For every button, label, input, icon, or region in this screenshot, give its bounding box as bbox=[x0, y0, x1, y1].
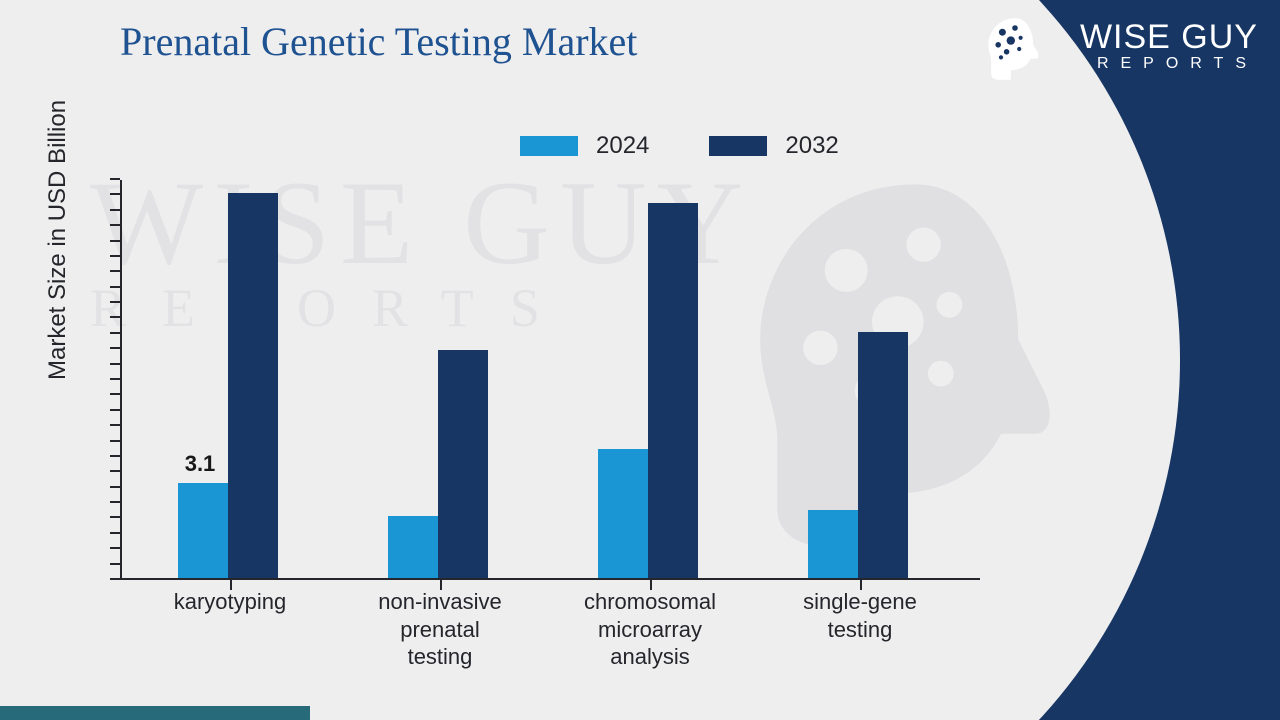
logo-text: WISE GUY REPORTS bbox=[1080, 18, 1258, 73]
y-axis-tick bbox=[110, 178, 120, 180]
legend-label-2032: 2032 bbox=[785, 132, 838, 160]
y-axis-tick bbox=[110, 316, 120, 318]
category-label: non-invasiveprenataltesting bbox=[350, 588, 530, 671]
logo-head-icon bbox=[980, 14, 1050, 84]
y-axis-tick bbox=[110, 547, 120, 549]
y-axis-tick bbox=[110, 209, 120, 211]
legend: 2024 2032 bbox=[520, 132, 839, 160]
y-axis-tick bbox=[110, 332, 120, 334]
bar-2032 bbox=[648, 203, 698, 578]
y-axis-tick bbox=[110, 255, 120, 257]
x-axis-line bbox=[120, 578, 980, 580]
legend-item-2024: 2024 bbox=[520, 132, 649, 160]
category-label: karyotyping bbox=[150, 588, 310, 616]
y-axis-tick bbox=[110, 193, 120, 195]
y-axis-tick bbox=[110, 516, 120, 518]
chart-title: Prenatal Genetic Testing Market bbox=[120, 18, 637, 65]
y-axis-tick bbox=[110, 424, 120, 426]
legend-swatch-2024 bbox=[520, 136, 578, 156]
bar-2024 bbox=[388, 516, 438, 578]
y-axis-tick bbox=[110, 347, 120, 349]
y-axis-tick bbox=[110, 486, 120, 488]
legend-swatch-2032 bbox=[709, 136, 767, 156]
page-root: WISE GUY REPORTS Prenatal Genetic Testin… bbox=[0, 0, 1280, 720]
y-axis-tick bbox=[110, 224, 120, 226]
bottom-accent-bar bbox=[0, 706, 310, 720]
y-axis-tick bbox=[110, 363, 120, 365]
y-axis-tick bbox=[110, 470, 120, 472]
bar-2032 bbox=[858, 332, 908, 578]
logo-line2: REPORTS bbox=[1080, 55, 1258, 73]
legend-label-2024: 2024 bbox=[596, 132, 649, 160]
y-axis-tick bbox=[110, 455, 120, 457]
y-axis-tick bbox=[110, 378, 120, 380]
logo-line1: WISE GUY bbox=[1080, 18, 1258, 57]
y-axis-tick bbox=[110, 270, 120, 272]
y-axis-tick bbox=[110, 563, 120, 565]
y-axis-line bbox=[120, 180, 122, 580]
y-axis-tick bbox=[110, 440, 120, 442]
legend-item-2032: 2032 bbox=[709, 132, 838, 160]
chart-plot-area: 3.1 bbox=[120, 180, 980, 580]
bar-2032 bbox=[228, 193, 278, 578]
y-axis-tick bbox=[110, 409, 120, 411]
y-axis-tick bbox=[110, 240, 120, 242]
bar-2024 bbox=[808, 510, 858, 578]
y-axis-tick bbox=[110, 532, 120, 534]
bar-value-label: 3.1 bbox=[170, 451, 230, 477]
category-label: single-genetesting bbox=[775, 588, 945, 643]
y-axis-tick bbox=[110, 301, 120, 303]
y-axis-tick bbox=[110, 578, 120, 580]
y-axis-tick bbox=[110, 393, 120, 395]
y-axis-label: Market Size in USD Billion bbox=[44, 100, 72, 380]
y-axis-tick bbox=[110, 286, 120, 288]
y-axis-tick bbox=[110, 501, 120, 503]
category-label: chromosomalmicroarrayanalysis bbox=[555, 588, 745, 671]
bar-2032 bbox=[438, 350, 488, 578]
bar-2024 bbox=[178, 483, 228, 578]
bar-2024 bbox=[598, 449, 648, 578]
